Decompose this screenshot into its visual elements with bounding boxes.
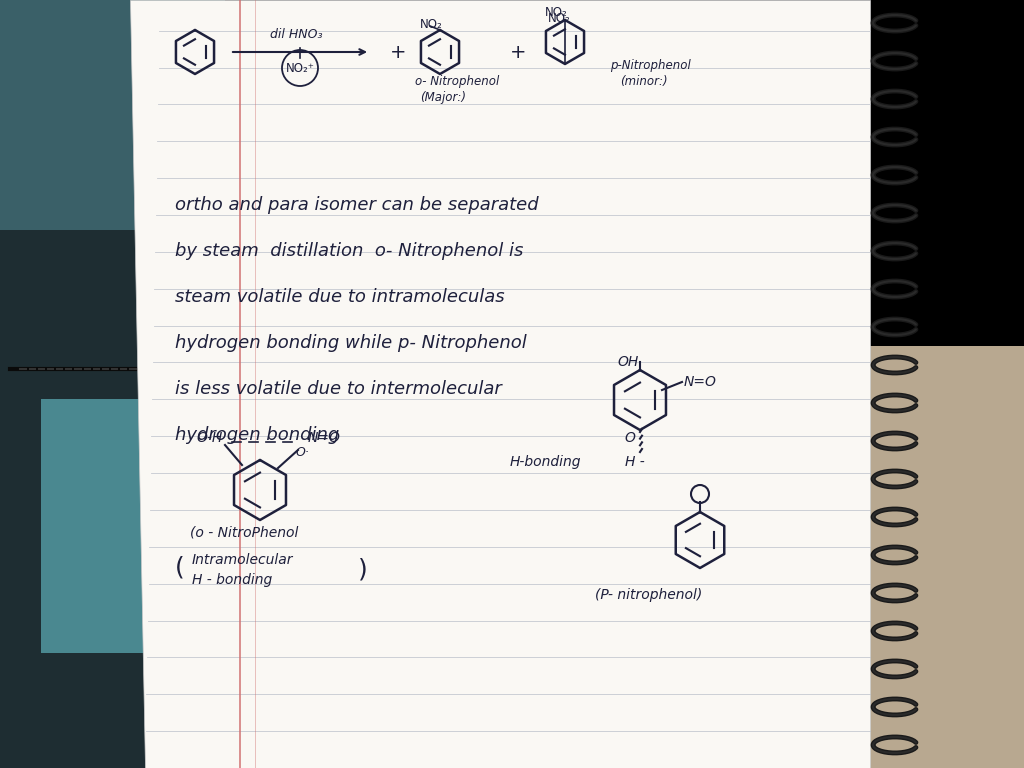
Text: H -: H - — [625, 455, 645, 469]
Text: O-H: O-H — [197, 431, 223, 445]
Text: O: O — [625, 431, 636, 445]
Text: (P- nitrophenol): (P- nitrophenol) — [595, 588, 702, 602]
Text: by steam  distillation  o- Nitrophenol is: by steam distillation o- Nitrophenol is — [175, 242, 523, 260]
Text: Intramolecular: Intramolecular — [193, 553, 294, 567]
Text: N=O: N=O — [684, 375, 717, 389]
Polygon shape — [41, 399, 225, 653]
Text: NO₂⁺: NO₂⁺ — [286, 61, 314, 74]
Text: +: + — [390, 42, 407, 61]
Text: (minor:): (minor:) — [620, 75, 668, 88]
Bar — [0, 346, 1024, 768]
Bar — [0, 230, 184, 768]
Text: +: + — [510, 42, 526, 61]
Text: hydrogen bonding while p- Nitrophenol: hydrogen bonding while p- Nitrophenol — [175, 334, 526, 352]
Text: ortho and para isomer can be separated: ortho and para isomer can be separated — [175, 196, 539, 214]
Text: dil HNO₃: dil HNO₃ — [270, 28, 323, 41]
Bar — [0, 0, 225, 653]
Text: NO₂: NO₂ — [545, 5, 567, 18]
Text: O·: O· — [295, 445, 309, 458]
Text: NO₂: NO₂ — [420, 18, 442, 31]
Text: (Major:): (Major:) — [420, 91, 466, 104]
Text: (: ( — [175, 556, 184, 580]
Text: p-Nitrophenol: p-Nitrophenol — [610, 58, 691, 71]
Text: is less volatile due to intermolecular: is less volatile due to intermolecular — [175, 380, 502, 398]
Text: o- Nitrophenol: o- Nitrophenol — [415, 75, 500, 88]
Text: steam volatile due to intramoleculas: steam volatile due to intramoleculas — [175, 288, 505, 306]
Polygon shape — [130, 0, 870, 768]
Text: N=O: N=O — [308, 431, 341, 445]
Text: ): ) — [358, 558, 368, 582]
Text: OH: OH — [617, 355, 639, 369]
Text: H - bonding: H - bonding — [193, 573, 272, 587]
Text: (o - NitroPhenol: (o - NitroPhenol — [190, 525, 298, 539]
Text: NO₂: NO₂ — [548, 12, 570, 25]
Text: hydrogen bonding: hydrogen bonding — [175, 426, 339, 444]
Text: H-bonding: H-bonding — [510, 455, 582, 469]
